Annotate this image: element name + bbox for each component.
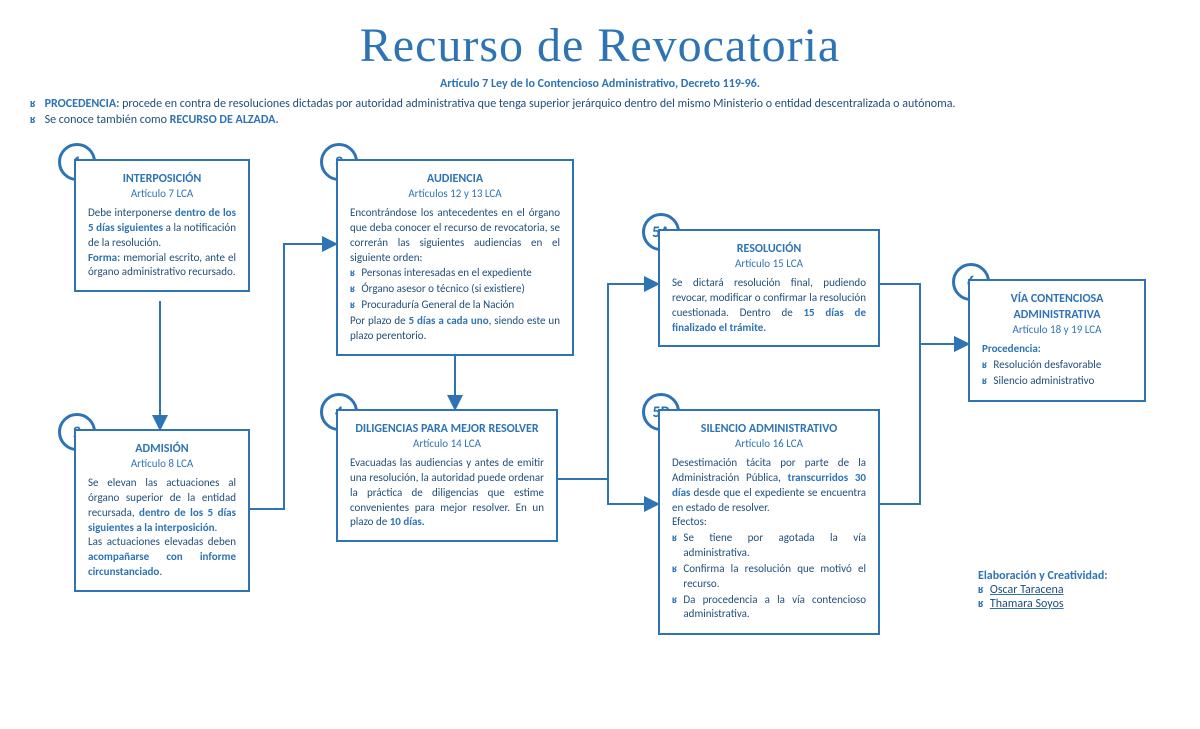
box-bullets: ʁSe tiene por agotada la vía administrat…	[672, 531, 866, 622]
box-sub: Artículo 18 y 19 LCA	[982, 323, 1132, 338]
box-body: Desestimación tácita por parte de la Adm…	[672, 456, 866, 515]
bullet-icon: ʁ	[30, 97, 36, 111]
box-admision: ADMISIÓN Artículo 8 LCA Se elevan las ac…	[74, 429, 250, 592]
box-heading: AUDIENCIA	[350, 171, 560, 187]
proc-label: Procedencia:	[982, 342, 1132, 357]
credits-block: Elaboración y Creatividad: ʁOscar Tarace…	[978, 569, 1108, 611]
box-diligencias: DILIGENCIAS PARA MEJOR RESOLVER Artículo…	[336, 409, 558, 542]
box-sub: Artículo 15 LCA	[672, 257, 866, 272]
box-sub: Artículo 16 LCA	[672, 437, 866, 452]
box-via-contenciosa: VÍA CONTENCIOSA ADMINISTRATIVA Artículo …	[968, 279, 1146, 402]
box-body-2: Las actuaciones elevadas deben acompañar…	[88, 535, 236, 580]
box-heading: SILENCIO ADMINISTRATIVO	[672, 421, 866, 437]
box-body: Evacuadas las audiencias y antes de emit…	[350, 456, 544, 530]
box-sub: Artículo 7 LCA	[88, 187, 236, 202]
box-heading: INTERPOSICIÓN	[88, 171, 236, 187]
intro-block: ʁ PROCEDENCIA: procede en contra de reso…	[0, 91, 1200, 127]
page-title: Recurso de Revocatoria	[0, 0, 1200, 73]
box-body: Se dictará resolución final, pudiendo re…	[672, 276, 866, 335]
intro-line-2: ʁ Se conoce también como RECURSO DE ALZA…	[30, 113, 1170, 127]
intro-text-1: procede en contra de resoluciones dictad…	[122, 97, 955, 111]
effects-label: Efectos:	[672, 515, 866, 530]
intro-text-2-hl: RECURSO DE ALZADA.	[170, 113, 279, 127]
box-sub: Artículo 8 LCA	[88, 457, 236, 472]
intro-text-2-pre: Se conoce también como	[45, 113, 170, 127]
box-resolucion: RESOLUCIÓN Artículo 15 LCA Se dictará re…	[658, 229, 880, 347]
box-interposicion: INTERPOSICIÓN Artículo 7 LCA Debe interp…	[74, 159, 250, 292]
diagram-canvas: 1 INTERPOSICIÓN Artículo 7 LCA Debe inte…	[0, 129, 1200, 689]
box-heading: DILIGENCIAS PARA MEJOR RESOLVER	[350, 421, 544, 437]
box-tail: Por plazo de 5 días a cada uno, siendo e…	[350, 314, 560, 344]
box-audiencia: AUDIENCIA Artículos 12 y 13 LCA Encontrá…	[336, 159, 574, 356]
box-body: Debe interponerse dentro de los 5 días s…	[88, 206, 236, 251]
box-silencio: SILENCIO ADMINISTRATIVO Artículo 16 LCA …	[658, 409, 880, 635]
intro-line-1: ʁ PROCEDENCIA: procede en contra de reso…	[30, 97, 1170, 111]
box-bullets: ʁPersonas interesadas en el expedienteʁÓ…	[350, 266, 560, 313]
page-subtitle: Artículo 7 Ley de lo Contencioso Adminis…	[0, 77, 1200, 91]
box-body-2: Forma: memorial escrito, ante el órgano …	[88, 251, 236, 281]
box-body: Encontrándose los antecedentes en el órg…	[350, 206, 560, 265]
box-sub: Artículo 14 LCA	[350, 437, 544, 452]
credits-names: ʁOscar TaracenaʁThamara Soyos	[978, 583, 1108, 611]
credits-title: Elaboración y Creatividad:	[978, 569, 1108, 583]
box-sub: Artículos 12 y 13 LCA	[350, 187, 560, 202]
box-heading: RESOLUCIÓN	[672, 241, 866, 257]
box-bullets: ʁResolución desfavorableʁSilencio admini…	[982, 358, 1132, 389]
box-body: Se elevan las actuaciones al órgano supe…	[88, 476, 236, 535]
intro-label-1: PROCEDENCIA:	[45, 97, 120, 111]
box-heading: VÍA CONTENCIOSA ADMINISTRATIVA	[982, 291, 1132, 323]
box-heading: ADMISIÓN	[88, 441, 236, 457]
bullet-icon: ʁ	[30, 113, 36, 127]
